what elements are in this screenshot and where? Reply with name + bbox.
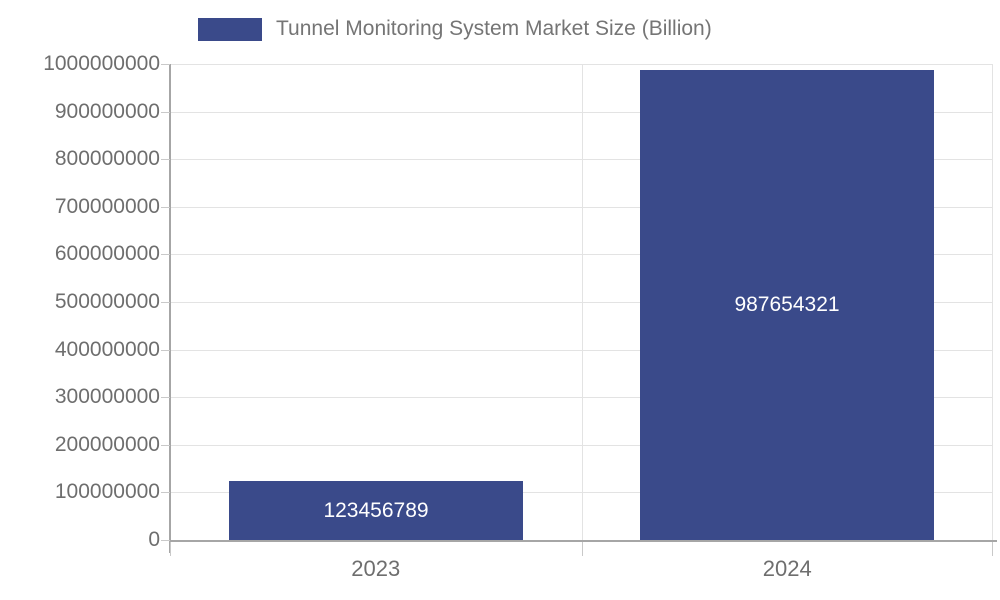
bar-2023[interactable]: 123456789	[229, 481, 523, 540]
y-axis-tick	[161, 111, 170, 113]
y-axis-tick	[161, 159, 170, 161]
y-gridline	[170, 349, 993, 351]
y-gridline	[170, 492, 993, 494]
legend-swatch	[198, 17, 262, 41]
y-axis-tick	[161, 254, 170, 256]
y-axis-tick	[161, 349, 170, 351]
y-axis-tick	[161, 206, 170, 208]
y-gridline	[170, 254, 993, 256]
y-axis-label: 500000000	[54, 290, 160, 313]
y-axis-tick	[161, 492, 170, 494]
x-axis-line	[169, 540, 997, 542]
y-axis-label: 100000000	[54, 480, 160, 504]
y-axis-line	[169, 64, 171, 553]
y-axis-label: 700000000	[54, 194, 160, 218]
y-axis-tick	[161, 397, 170, 399]
bar-value-label: 987654321	[734, 293, 840, 316]
plot-area: 123456789 987654321	[170, 64, 993, 540]
y-axis-label: 0	[148, 528, 160, 551]
y-axis-label: 200000000	[54, 432, 160, 456]
y-gridline	[170, 302, 993, 303]
legend-label: Tunnel Monitoring System Market Size (Bi…	[276, 17, 712, 40]
y-gridline	[170, 444, 993, 446]
y-axis-label: 900000000	[54, 99, 160, 123]
y-axis-tick	[161, 540, 170, 541]
bar-value-label: 123456789	[323, 498, 429, 522]
y-axis-label: 400000000	[54, 337, 160, 361]
y-gridline	[170, 397, 993, 399]
x-axis-tick	[170, 542, 171, 556]
x-gridline	[992, 64, 993, 540]
y-axis-tick	[161, 444, 170, 446]
legend-item[interactable]: Tunnel Monitoring System Market Size (Bi…	[198, 17, 712, 41]
y-axis-tick	[161, 302, 170, 303]
y-gridline	[170, 206, 993, 208]
y-axis-label: 1000000000	[43, 52, 160, 75]
bar-2024[interactable]: 987654321	[640, 70, 934, 540]
y-gridline	[170, 111, 993, 113]
y-gridline	[170, 159, 993, 161]
y-axis-label: 800000000	[54, 147, 160, 171]
y-axis-label: 600000000	[54, 242, 160, 266]
x-axis-tick	[992, 542, 993, 556]
x-gridline	[582, 64, 583, 540]
x-axis-tick	[582, 542, 583, 556]
x-axis-label-2024: 2024	[762, 556, 812, 581]
y-gridline	[170, 64, 993, 65]
y-axis-tick	[161, 64, 170, 65]
x-axis-label-2023: 2023	[351, 556, 401, 581]
y-axis-label: 300000000	[54, 385, 160, 409]
